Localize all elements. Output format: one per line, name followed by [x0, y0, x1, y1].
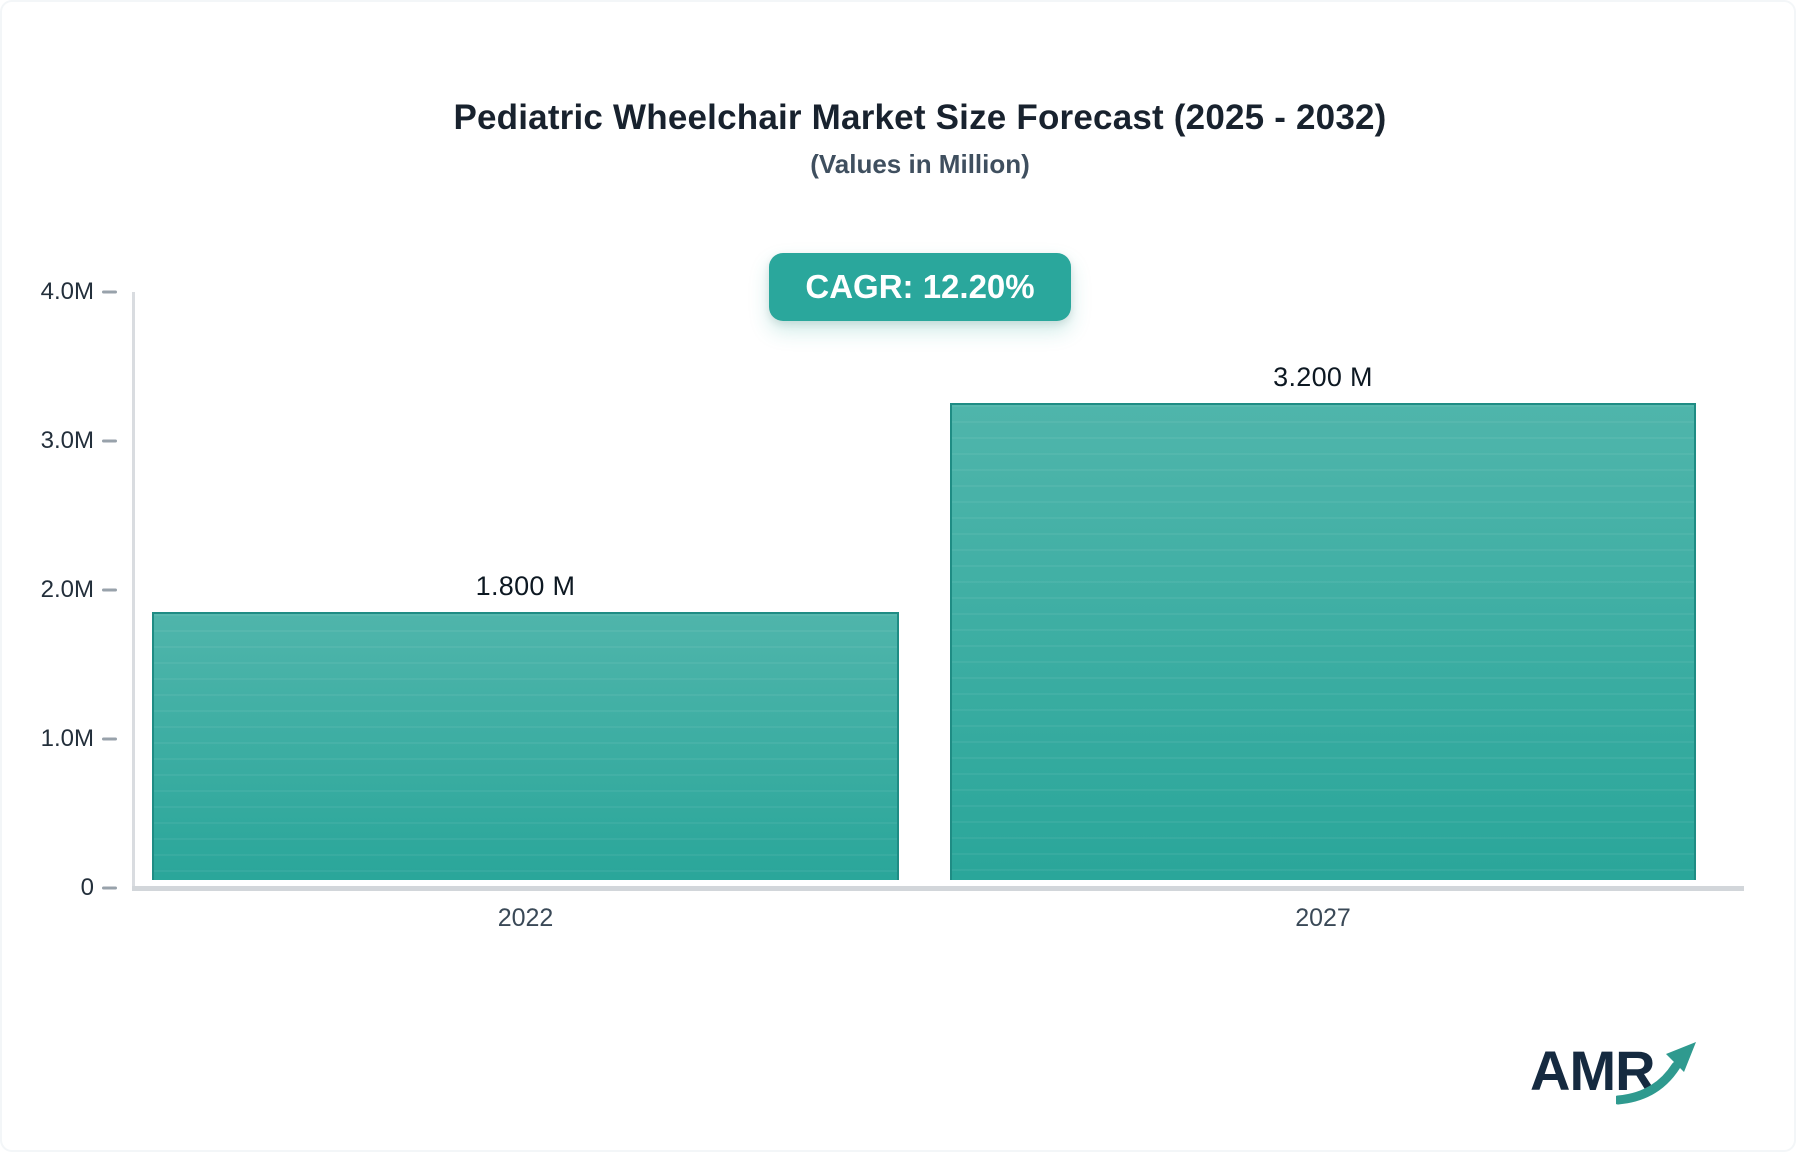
cagr-badge-container: CAGR: 12.20% — [46, 253, 1794, 321]
bar-value-label: 3.200 M — [1273, 362, 1373, 392]
y-axis-tick-label: 3.0M — [40, 427, 94, 454]
bar-group-2027: 3.200 M — [950, 362, 1696, 880]
y-axis-tick-mark — [102, 290, 117, 294]
y-axis-tick-label: 1.0M — [40, 725, 94, 752]
amr-logo: AMR — [1530, 1038, 1705, 1108]
y-axis-tick-label: 4.0M — [40, 278, 94, 305]
x-axis-line — [132, 886, 1744, 891]
x-axis-label-2022: 2022 — [497, 904, 554, 932]
x-axis-label-2027: 2027 — [1295, 904, 1351, 932]
bar-group-2022: 1.800 M — [152, 571, 899, 880]
y-axis-tick-label: 2.0M — [40, 576, 94, 603]
cagr-badge: CAGR: 12.20% — [769, 253, 1071, 321]
bar-value-label: 1.800 M — [475, 571, 576, 601]
amr-logo-text: AMR — [1530, 1039, 1656, 1102]
bar-2022 — [152, 612, 899, 880]
trend-up-arrow-icon — [1616, 1042, 1696, 1105]
y-axis-tick-label: 0 — [80, 874, 94, 901]
y-axis-tick-mark — [102, 588, 117, 592]
y-axis-tick-mark — [102, 886, 117, 890]
y-axis-line — [132, 292, 135, 888]
y-axis-tick-mark — [102, 439, 117, 443]
y-axis-tick-mark — [102, 737, 117, 741]
chart-title: Pediatric Wheelchair Market Size Forecas… — [453, 98, 1387, 137]
chart-subtitle: (Values in Million) — [810, 149, 1030, 179]
bar-2027 — [950, 403, 1696, 880]
